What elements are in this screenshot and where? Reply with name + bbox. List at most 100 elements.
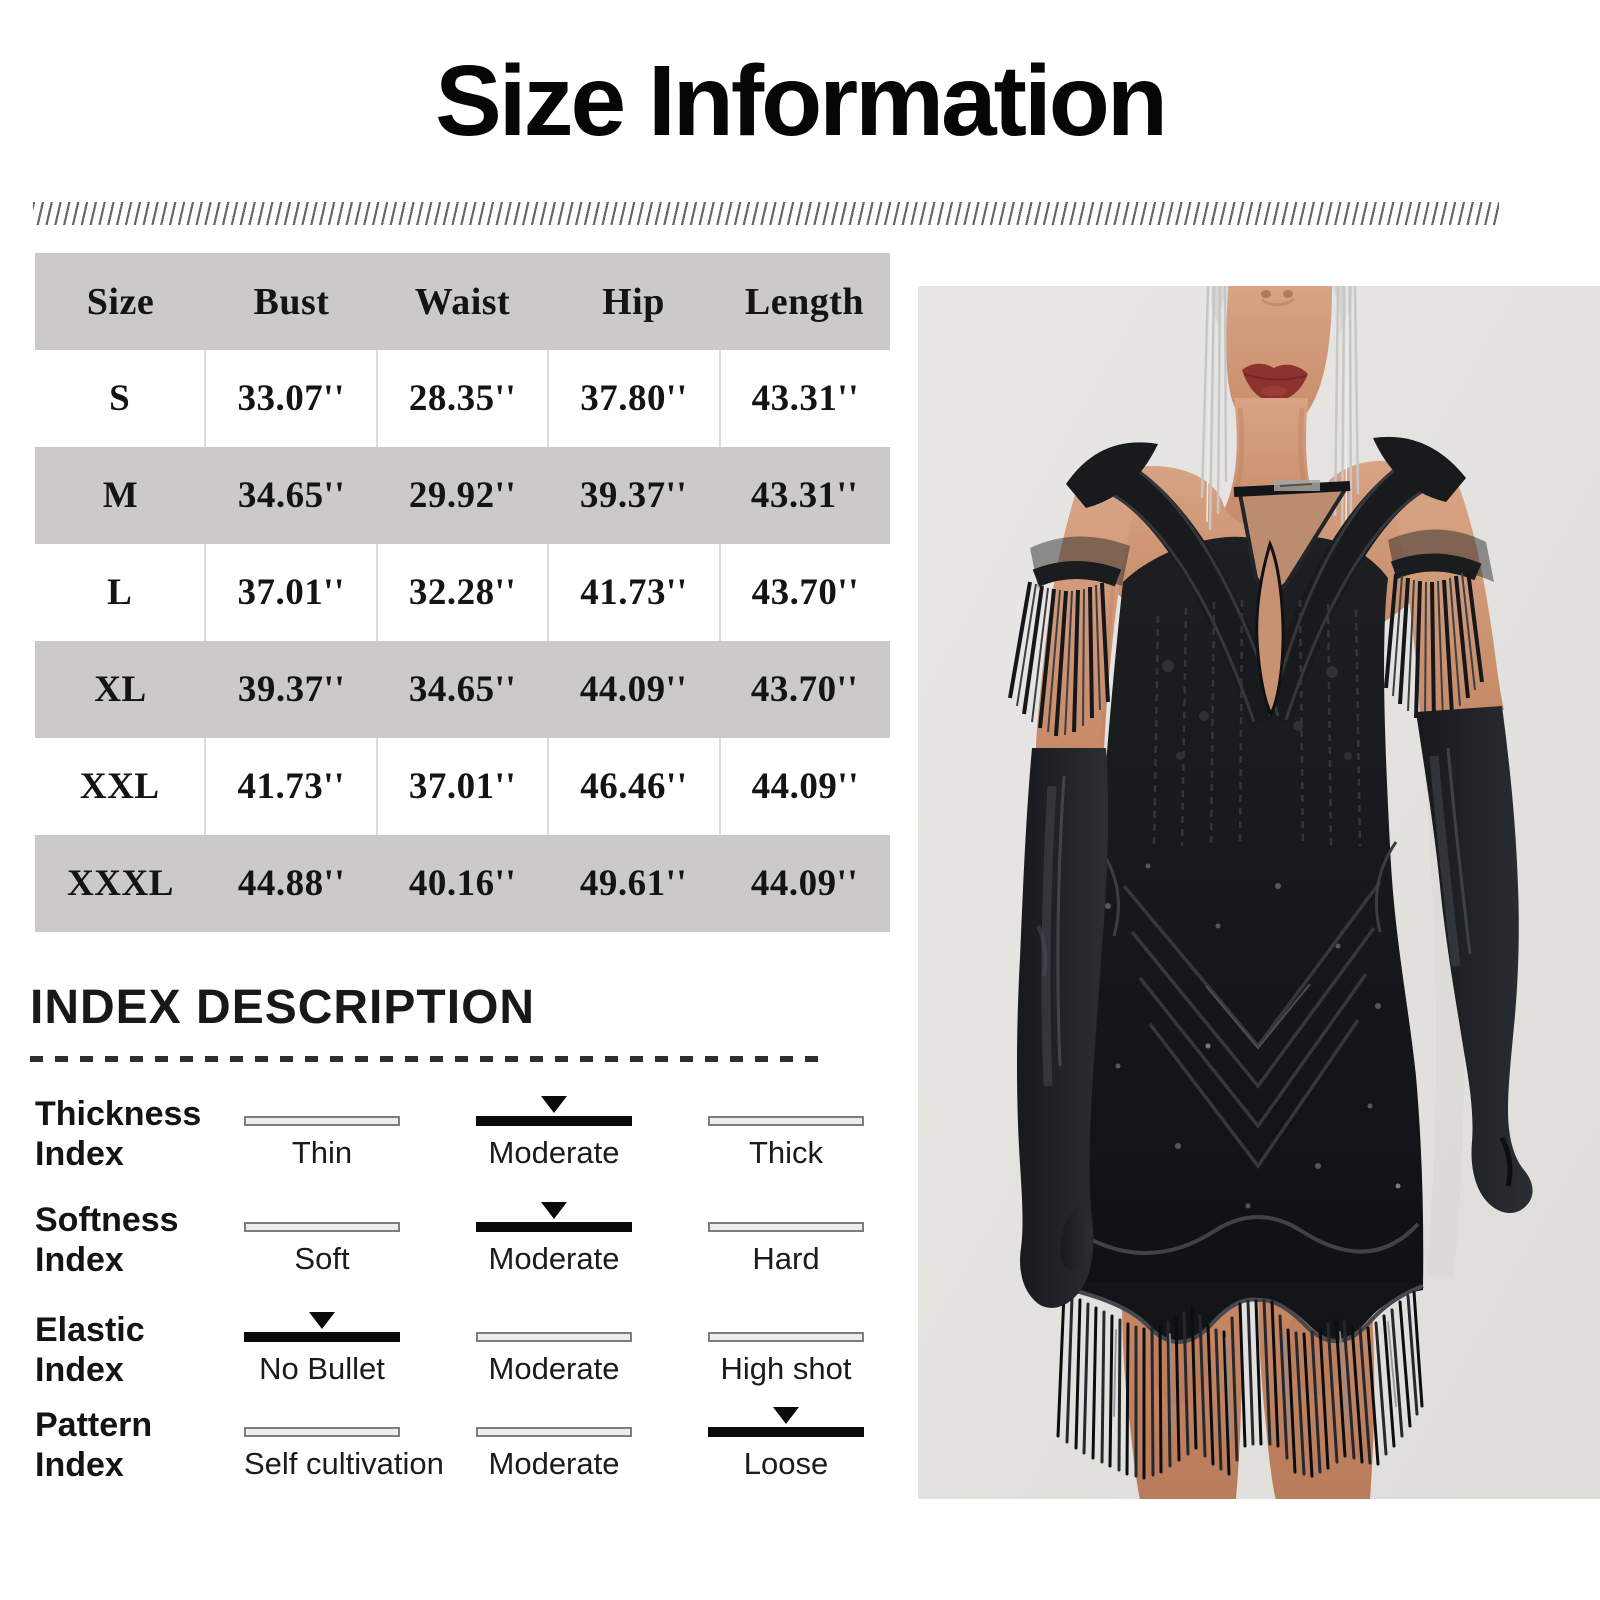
table-cell: 32.28'' <box>375 544 547 641</box>
table-cell: 44.09'' <box>750 863 859 904</box>
table-cell: M <box>102 475 139 516</box>
option-label: Thin <box>291 1135 353 1170</box>
product-photo <box>918 286 1600 1499</box>
table-cell: L <box>107 572 133 613</box>
selected-marker-icon <box>541 1096 567 1113</box>
flapper-dress <box>1053 436 1466 1344</box>
table-cell: 37.01'' <box>375 738 547 835</box>
table-cell: 43.70'' <box>750 669 859 710</box>
table-cell: 28.35'' <box>375 350 547 447</box>
index-option: Self cultivation <box>244 1401 444 1482</box>
table-cell: 49.61'' <box>579 863 688 904</box>
index-row-label: Elastic Index <box>35 1311 145 1389</box>
table-cell: 43.31'' <box>750 475 859 516</box>
table-cell: 43.70'' <box>718 544 890 641</box>
index-option: Thin <box>244 1090 400 1171</box>
hatched-divider <box>33 202 1499 225</box>
index-option: Hard <box>708 1196 864 1277</box>
index-option-selected: Loose <box>708 1401 864 1482</box>
option-label: Hard <box>752 1241 820 1276</box>
option-bar <box>476 1332 632 1342</box>
option-bar <box>708 1332 864 1342</box>
selected-marker-icon <box>309 1312 335 1329</box>
index-row-pattern: Pattern Index Self cultivation Moderate … <box>30 1401 875 1503</box>
selected-marker-icon <box>541 1202 567 1219</box>
table-cell: 39.37'' <box>579 475 688 516</box>
table-cell: 41.73'' <box>204 738 375 835</box>
table-cell: 37.80'' <box>547 350 718 447</box>
table-cell: 44.09'' <box>579 669 688 710</box>
keyhole-cutout <box>1255 539 1285 718</box>
option-bar <box>244 1427 400 1437</box>
option-bar <box>476 1222 632 1232</box>
option-bar <box>708 1427 864 1437</box>
option-label: Soft <box>294 1241 350 1276</box>
option-bar <box>708 1116 864 1126</box>
table-cell: 37.01'' <box>204 544 375 641</box>
table-cell: 44.88'' <box>237 863 346 904</box>
size-table: Size Bust Waist Hip Length S 33.07'' 28.… <box>35 253 890 932</box>
table-cell: 43.31'' <box>718 350 890 447</box>
table-header-cell: Length <box>744 280 865 323</box>
index-description-heading: INDEX DESCRIPTION <box>30 981 536 1034</box>
option-label: No Bullet <box>259 1351 385 1386</box>
option-bar <box>244 1222 400 1232</box>
option-label: Loose <box>743 1446 829 1481</box>
option-label: Moderate <box>488 1446 620 1481</box>
table-cell: XXXL <box>67 863 174 904</box>
option-bar <box>244 1332 400 1342</box>
table-cell: XXL <box>79 766 160 807</box>
option-bar <box>244 1116 400 1126</box>
option-bar <box>708 1222 864 1232</box>
index-option-selected: Moderate <box>476 1196 632 1277</box>
table-cell: XL <box>94 669 147 710</box>
lips <box>1242 363 1308 402</box>
table-cell: 33.07'' <box>204 350 375 447</box>
index-option-selected: Moderate <box>476 1090 632 1171</box>
model-illustration <box>918 286 1600 1499</box>
table-cell: S <box>109 378 131 419</box>
table-cell: 46.46'' <box>547 738 718 835</box>
table-header-row: Size Bust Waist Hip Length <box>35 253 890 350</box>
table-row: S 33.07'' 28.35'' 37.80'' 43.31'' <box>35 350 890 447</box>
table-header-cell: Waist <box>414 280 511 323</box>
table-cell: 29.92'' <box>408 475 517 516</box>
table-row: L 37.01'' 32.28'' 41.73'' 43.70'' <box>35 544 890 641</box>
index-option: Moderate <box>476 1401 632 1482</box>
dashed-divider <box>30 1056 823 1062</box>
index-option-selected: No Bullet <box>244 1306 400 1387</box>
index-option: Thick <box>708 1090 864 1171</box>
table-cell: 39.37'' <box>237 669 346 710</box>
table-header-cell: Bust <box>253 280 330 323</box>
table-header-cell: Hip <box>602 280 665 323</box>
option-label: Self cultivation <box>244 1446 444 1481</box>
tassel-earrings <box>1200 286 1360 547</box>
index-row-thickness: Thickness Index Thin Moderate Thick <box>30 1090 875 1192</box>
page-title: Size Information <box>435 45 1168 157</box>
index-row-label: Softness Index <box>35 1201 179 1279</box>
selected-marker-icon <box>773 1407 799 1424</box>
index-row-label: Thickness Index <box>35 1095 202 1173</box>
table-cell: 44.09'' <box>718 738 890 835</box>
option-bar <box>476 1427 632 1437</box>
satin-gloves <box>1017 706 1533 1308</box>
option-label: High shot <box>720 1351 852 1386</box>
table-row: XL 39.37'' 34.65'' 44.09'' 43.70'' <box>35 641 890 738</box>
option-bar <box>476 1116 632 1126</box>
index-option: Soft <box>244 1196 400 1277</box>
index-row-softness: Softness Index Soft Moderate Hard <box>30 1196 875 1298</box>
index-option: Moderate <box>476 1306 632 1387</box>
table-cell: 41.73'' <box>547 544 718 641</box>
option-label: Thick <box>748 1135 824 1170</box>
table-row: XXL 41.73'' 37.01'' 46.46'' 44.09'' <box>35 738 890 835</box>
table-header-cell: Size <box>86 280 155 323</box>
scalloped-hem <box>1053 1284 1424 1344</box>
table-cell: 40.16'' <box>408 863 517 904</box>
index-option: High shot <box>708 1306 864 1387</box>
table-cell: 34.65'' <box>237 475 346 516</box>
index-row-label: Pattern Index <box>35 1406 153 1484</box>
table-row: M 34.65'' 29.92'' 39.37'' 43.31'' <box>35 447 890 544</box>
option-label: Moderate <box>488 1241 620 1276</box>
table-row: XXXL 44.88'' 40.16'' 49.61'' 44.09'' <box>35 835 890 932</box>
